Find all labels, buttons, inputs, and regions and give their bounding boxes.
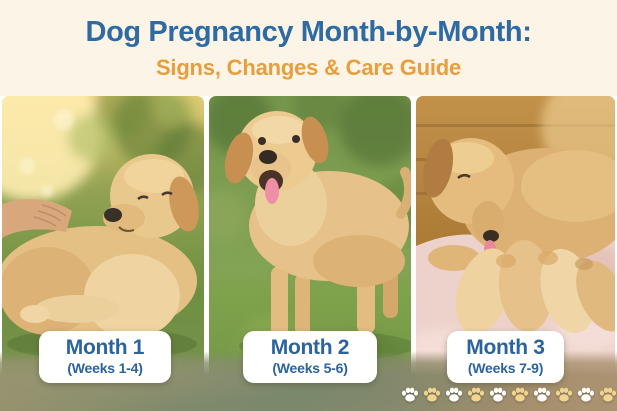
header: Dog Pregnancy Month-by-Month: Signs, Cha… bbox=[0, 0, 617, 96]
pregnant-dog-standing bbox=[224, 111, 411, 344]
paw-icon bbox=[467, 387, 485, 402]
paw-icon bbox=[445, 387, 463, 402]
paw-icon bbox=[489, 387, 507, 402]
paw-icon bbox=[577, 387, 595, 402]
month-1-weeks: (Weeks 1-4) bbox=[67, 360, 143, 377]
paw-icon bbox=[599, 387, 617, 402]
month-1-card: Month 1 (Weeks 1-4) bbox=[39, 331, 171, 383]
paw-icon bbox=[555, 387, 573, 402]
paw-row bbox=[401, 385, 617, 403]
page-title: Dog Pregnancy Month-by-Month: bbox=[85, 16, 532, 48]
month-2-card: Month 2 (Weeks 5-6) bbox=[243, 331, 377, 383]
mother-dog bbox=[422, 138, 615, 271]
paw-icon bbox=[533, 387, 551, 402]
paw-icon bbox=[401, 387, 419, 402]
month-3-label: Month 3 bbox=[466, 336, 545, 359]
month-3-card: Month 3 (Weeks 7-9) bbox=[447, 331, 564, 383]
page-subtitle: Signs, Changes & Care Guide bbox=[155, 54, 462, 80]
month-2-label: Month 2 bbox=[270, 336, 350, 359]
month-3-weeks: (Weeks 7-9) bbox=[467, 360, 544, 377]
nursing-puppies bbox=[455, 240, 615, 334]
pregnant-dog-lying bbox=[2, 154, 199, 338]
sunlit-foliage-background bbox=[2, 96, 204, 201]
paw-icon bbox=[423, 387, 441, 402]
month-1-label: Month 1 bbox=[65, 336, 145, 359]
petting-hand bbox=[2, 199, 72, 238]
paw-icon bbox=[511, 387, 529, 402]
month-2-weeks: (Weeks 5-6) bbox=[272, 360, 348, 377]
